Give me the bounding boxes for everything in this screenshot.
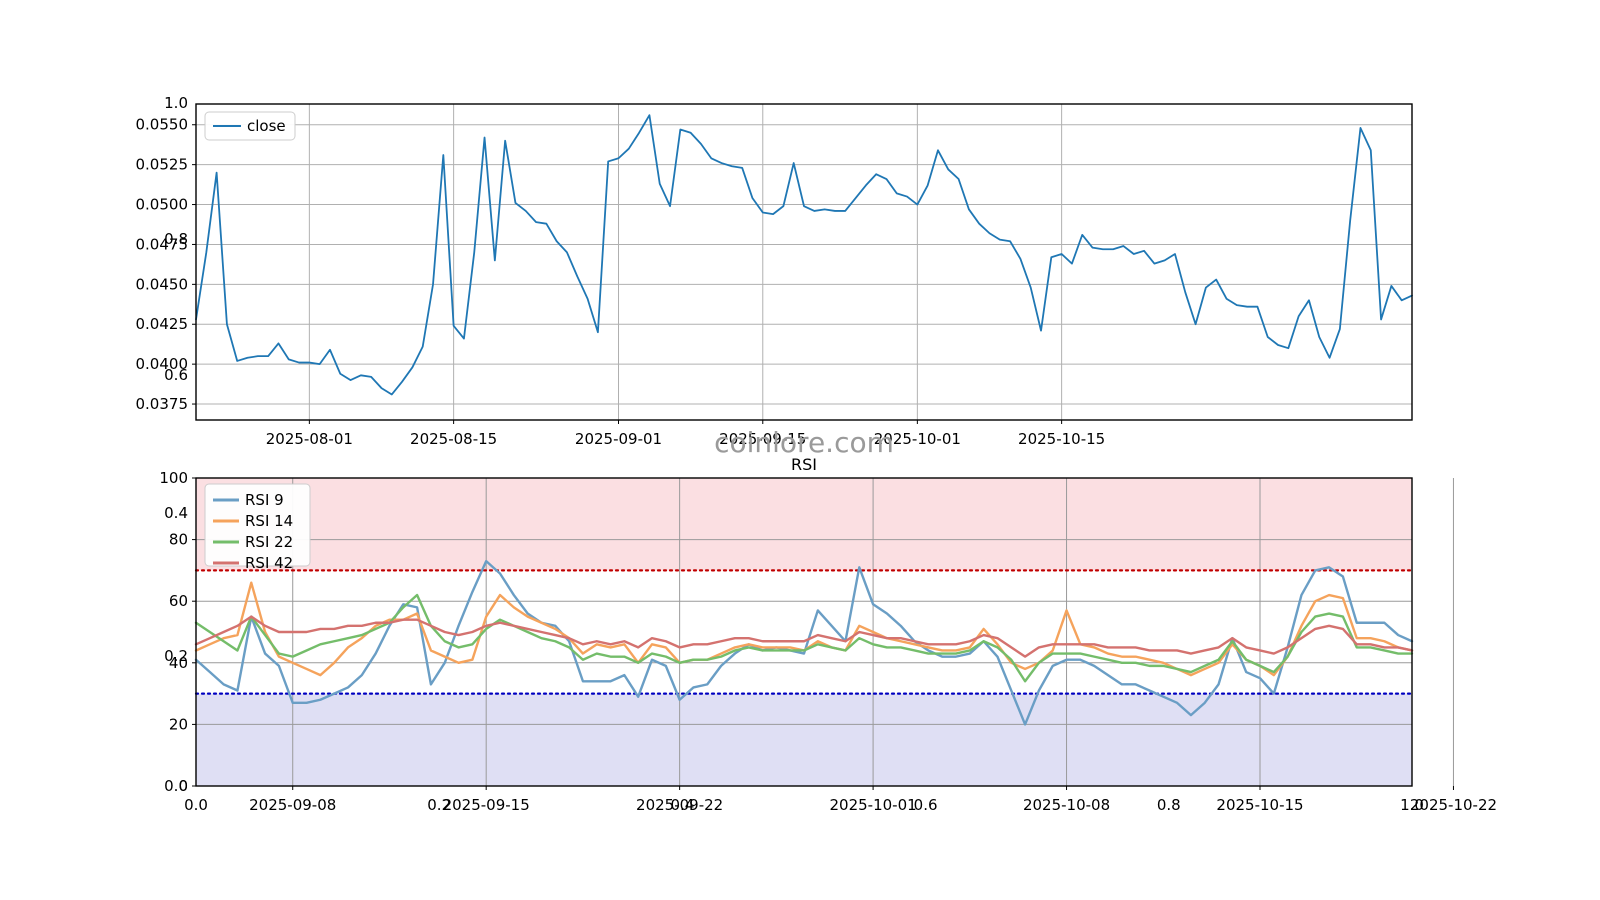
rsi-xtick-label: 2025-09-15	[443, 796, 530, 814]
rsi-series-rsi-42	[194, 615, 1414, 658]
price-ytick-label: 0.0475	[136, 235, 189, 253]
rsi-xtick-label: 2025-10-15	[1216, 796, 1303, 814]
price-xtick-label: 2025-10-15	[1018, 430, 1105, 448]
rsi-xtick-label: 2025-09-08	[249, 796, 336, 814]
rsi-axes-frame	[195, 477, 1413, 787]
rsi-legend-label-rsi-14: RSI 14	[245, 512, 293, 530]
watermark-text: coinlore.com	[714, 426, 894, 459]
rsi-ytick-label: 60	[169, 592, 188, 610]
price-ytick-label: 0.0375	[136, 395, 189, 413]
rsi-legend-label-rsi-9: RSI 9	[245, 491, 284, 509]
rsi-ytick-ghost-label: 0.0	[164, 777, 188, 795]
price-axes-frame	[195, 103, 1413, 421]
price-xtick-label: 2025-08-15	[410, 430, 497, 448]
rsi-xtick-label: 2025-09-22	[636, 796, 723, 814]
price-panel: 0.0375 0.0400 0.0425 0.0450 0.0475 0.0500 0.05…	[136, 94, 1413, 448]
price-ytick-ghost-label: 1.0	[164, 94, 188, 112]
price-ytick-label: 0.0450	[136, 275, 189, 293]
price-xtick-label: 2025-08-01	[266, 430, 353, 448]
rsi-ytick-ghost-label: 0.2	[164, 647, 188, 665]
rsi-xtick-ghost-label: 0.2	[427, 796, 451, 814]
rsi-xtick-ghost-label: 0.0	[184, 796, 208, 814]
price-ytick-label: 0.0525	[136, 156, 189, 174]
price-xtick-label: 2025-09-01	[575, 430, 662, 448]
rsi-ytick-label: 20	[169, 715, 188, 733]
price-ytick-label: 0.0550	[136, 116, 189, 134]
rsi-panel: 0 20 40 60 80 100 0.4 0.2 0.0 2025-09-08 2025-09-1…	[159, 469, 1497, 814]
rsi-ytick-label: 80	[169, 531, 188, 549]
price-legend-box	[204, 111, 296, 141]
rsi-legend-label-rsi-22: RSI 22	[245, 533, 293, 551]
rsi-title: RSI	[791, 455, 817, 474]
price-ytick-label: 0.0400	[136, 355, 189, 373]
rsi-series-rsi-22	[194, 593, 1414, 683]
rsi-overbought-band	[196, 478, 1412, 571]
rsi-xtick-label: 2025-10-01	[829, 796, 916, 814]
rsi-oversold-band	[196, 693, 1412, 786]
price-xtick-label: 2025-10-01	[874, 430, 961, 448]
rsi-legend-label-rsi-42: RSI 42	[245, 554, 293, 572]
rsi-ytick-label: 0	[178, 777, 188, 795]
price-legend-label-close: close	[247, 117, 286, 135]
rsi-xtick-ghost-label: 0.6	[914, 796, 938, 814]
price-ytick-label: 0.0500	[136, 196, 189, 214]
price-ytick-ghost-label: 0.6	[164, 366, 188, 384]
rsi-ytick-label: 100	[159, 469, 188, 487]
rsi-legend-box	[204, 483, 311, 567]
rsi-xtick-ghost-label: 1.0	[1400, 796, 1424, 814]
rsi-ytick-ghost-label: 0.4	[164, 504, 188, 522]
price-xtick-label: 2025-09-15	[719, 430, 806, 448]
rsi-xtick-ghost-label: 0.4	[670, 796, 694, 814]
rsi-ytick-label: 40	[169, 654, 188, 672]
rsi-xtick-ghost-label: 0.8	[1157, 796, 1181, 814]
price-series-close	[195, 114, 1413, 396]
price-ytick-ghost-label: 0.8	[164, 230, 188, 248]
rsi-xtick-label: 2025-10-22	[1410, 796, 1497, 814]
rsi-xtick-label: 2025-10-08	[1023, 796, 1110, 814]
price-plot-background	[196, 104, 1412, 420]
price-ytick-label: 0.0425	[136, 315, 189, 333]
